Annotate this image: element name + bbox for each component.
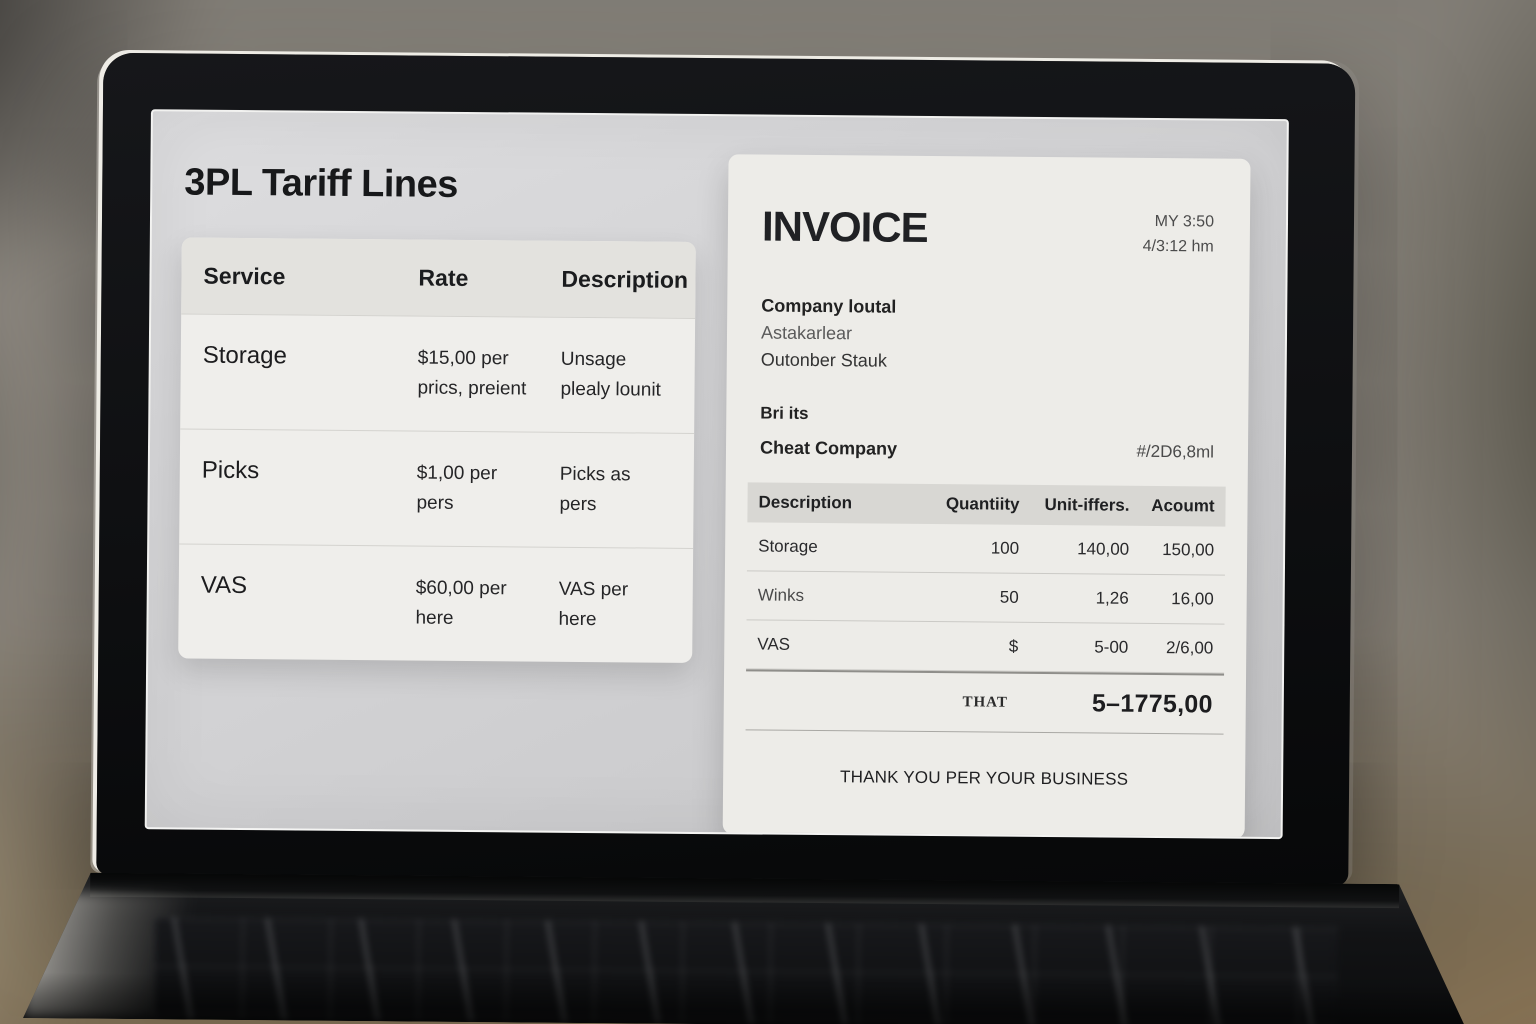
photo-stage: 3PL Tariff Lines Service Rate Descriptio… bbox=[0, 0, 1536, 1024]
photo-vignette bbox=[0, 0, 1536, 1024]
